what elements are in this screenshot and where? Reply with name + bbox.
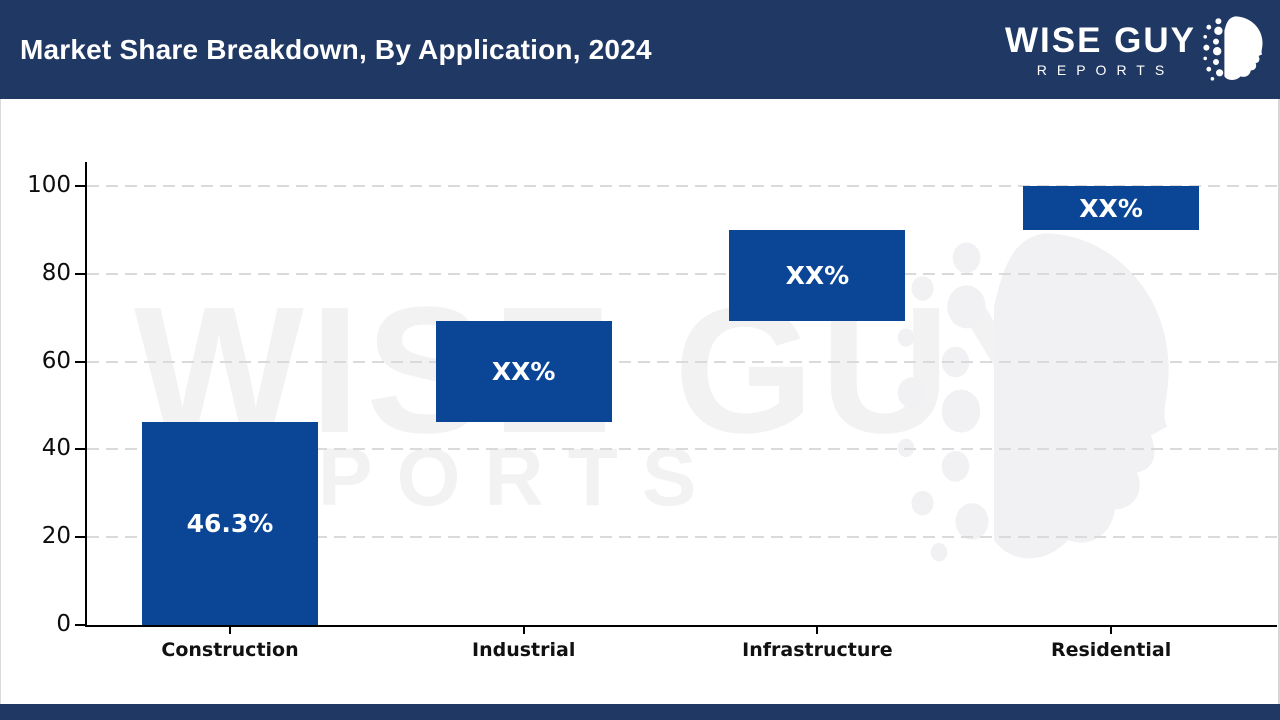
page-title: Market Share Breakdown, By Application, … <box>20 33 652 65</box>
bar-value-label: XX% <box>785 260 850 290</box>
footer-banner <box>0 704 1280 720</box>
gridline-40 <box>87 448 1277 451</box>
y-tick-mark-100 <box>75 185 85 188</box>
y-tick-label-80: 80 <box>41 259 71 286</box>
y-tick-mark-0 <box>75 624 85 626</box>
x-tick-mark-residential <box>1110 627 1113 634</box>
x-tick-label-residential: Residential <box>1050 639 1172 661</box>
y-tick-label-0: 0 <box>56 611 71 637</box>
brand-logo: WISE GUY REPORTS <box>1005 7 1280 93</box>
header-banner: Market Share Breakdown, By Application, … <box>0 0 1280 99</box>
x-axis-line <box>85 625 1277 627</box>
x-tick-label-industrial: Industrial <box>472 639 576 661</box>
x-tick-mark-infrastructure <box>816 627 819 634</box>
brand-head-icon <box>1203 15 1263 81</box>
y-tick-mark-60 <box>75 360 85 363</box>
y-tick-label-40: 40 <box>41 435 71 462</box>
y-axis-line <box>85 162 87 627</box>
x-tick-label-construction: Construction <box>161 639 299 661</box>
bar-value-label: XX% <box>1079 193 1143 223</box>
bar-value-label: XX% <box>491 356 556 386</box>
x-tick-mark-construction <box>229 627 231 634</box>
y-tick-mark-80 <box>75 272 85 275</box>
gridline-80 <box>87 272 1277 275</box>
y-tick-label-100: 100 <box>27 172 71 199</box>
y-tick-mark-20 <box>75 536 85 539</box>
bar-industrial: XX% <box>435 320 612 422</box>
y-tick-label-60: 60 <box>41 347 71 374</box>
bar-value-label: 46.3% <box>186 508 274 538</box>
gridline-100 <box>87 185 1277 188</box>
brand-name: WISE GUY <box>1004 20 1196 60</box>
y-tick-mark-40 <box>75 448 85 451</box>
x-tick-mark-industrial <box>522 627 525 634</box>
y-tick-label-20: 20 <box>41 523 71 550</box>
x-tick-label-infrastructure: Infrastructure <box>742 639 893 661</box>
bar-construction: 46.3% <box>142 421 318 625</box>
brand-subname: REPORTS <box>1036 61 1175 78</box>
bar-residential: XX% <box>1023 186 1200 230</box>
gridline-20 <box>87 536 1277 539</box>
bar-infrastructure: XX% <box>729 230 906 321</box>
brand-logo-text: WISE GUY REPORTS <box>1005 23 1196 77</box>
watermark-head-icon <box>897 233 1169 562</box>
gridline-60 <box>87 360 1277 363</box>
